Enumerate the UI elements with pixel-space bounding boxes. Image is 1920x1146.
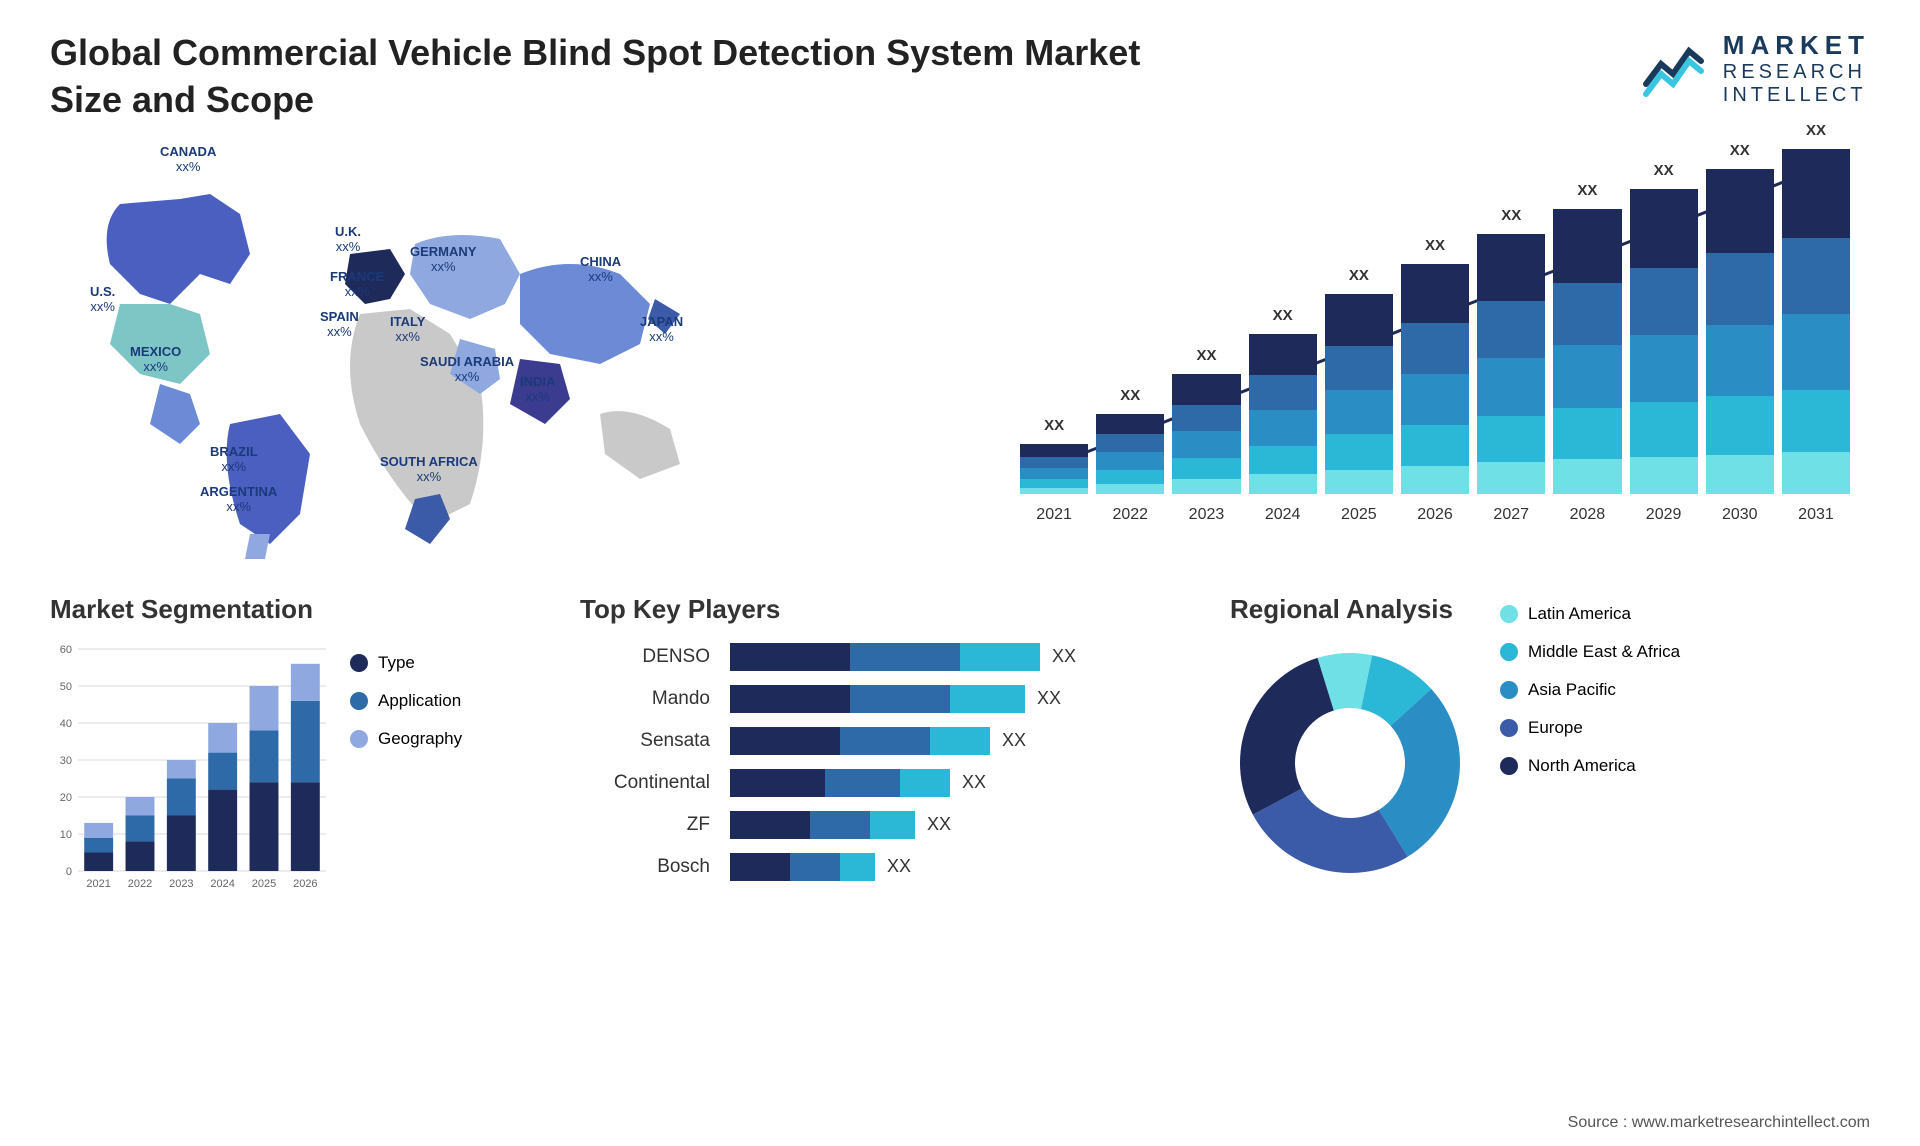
player-bar-continental: XX [730, 769, 1200, 797]
growth-bar-2026: XX2026 [1401, 237, 1469, 524]
svg-text:10: 10 [60, 829, 72, 841]
page-title: Global Commercial Vehicle Blind Spot Det… [50, 30, 1150, 124]
seg-legend-geography: Geography [350, 729, 462, 749]
seg-legend-type: Type [350, 653, 462, 673]
player-bar-mando: XX [730, 685, 1200, 713]
source-label: Source : www.marketresearchintellect.com [1568, 1114, 1870, 1132]
player-bar-zf: XX [730, 811, 1200, 839]
map-label-india: INDIAxx% [520, 374, 555, 405]
player-label-mando: Mando [580, 685, 710, 713]
world-map: CANADAxx% U.S.xx% MEXICOxx% BRAZILxx% ARGENT… [50, 144, 940, 564]
svg-text:2024: 2024 [210, 878, 234, 890]
logo-line2: RESEARCH [1723, 61, 1870, 84]
regional-legend: Latin America Middle East & Africa Asia Pa… [1500, 604, 1680, 898]
growth-bar-2023: XX2023 [1172, 347, 1240, 524]
map-label-japan: JAPANxx% [640, 314, 683, 345]
regional-legend-north-america: North America [1500, 756, 1680, 776]
map-label-argentina: ARGENTINAxx% [200, 484, 277, 515]
map-label-southafrica: SOUTH AFRICAxx% [380, 454, 478, 485]
logo-icon [1641, 39, 1711, 99]
growth-bar-2025: XX2025 [1325, 267, 1393, 524]
player-label-sensata: Sensata [580, 727, 710, 755]
map-label-saudiarabia: SAUDI ARABIAxx% [420, 354, 514, 385]
regional-legend-asia-pacific: Asia Pacific [1500, 680, 1680, 700]
svg-text:2021: 2021 [86, 878, 110, 890]
logo-line3: INTELLECT [1723, 84, 1870, 107]
map-label-france: FRANCExx% [330, 269, 384, 300]
player-bar-bosch: XX [730, 853, 1200, 881]
growth-bar-2024: XX2024 [1249, 307, 1317, 524]
map-label-germany: GERMANYxx% [410, 244, 476, 275]
svg-text:20: 20 [60, 792, 72, 804]
growth-bar-2029: XX2029 [1630, 162, 1698, 524]
regional-title: Regional Analysis [1230, 594, 1470, 625]
growth-bar-2031: XX2031 [1782, 122, 1850, 524]
segmentation-chart: 0 10 20 30 40 50 60 2021 2022 2023 2024 2025 2026 [50, 643, 330, 898]
segmentation-title: Market Segmentation [50, 594, 550, 625]
svg-text:2023: 2023 [169, 878, 193, 890]
regional-legend-europe: Europe [1500, 718, 1680, 738]
map-label-spain: SPAINxx% [320, 309, 359, 340]
player-bar-denso: XX [730, 643, 1200, 671]
growth-bar-2028: XX2028 [1553, 182, 1621, 524]
map-label-italy: ITALYxx% [390, 314, 425, 345]
svg-text:30: 30 [60, 755, 72, 767]
player-label-continental: Continental [580, 769, 710, 797]
svg-text:40: 40 [60, 718, 72, 730]
growth-bar-chart: XX2021XX2022XX2023XX2024XX2025XX2026XX20… [980, 144, 1870, 564]
players-chart: DENSO Mando Sensata Continental ZF Bosch XX XX… [580, 643, 1200, 881]
growth-bar-2021: XX2021 [1020, 417, 1088, 524]
player-bar-sensata: XX [730, 727, 1200, 755]
map-label-us: U.S.xx% [90, 284, 115, 315]
map-label-mexico: MEXICOxx% [130, 344, 181, 375]
map-label-brazil: BRAZILxx% [210, 444, 258, 475]
brand-logo: MARKET RESEARCH INTELLECT [1641, 30, 1870, 107]
segmentation-legend: Type Application Geography [350, 653, 462, 898]
seg-legend-application: Application [350, 691, 462, 711]
growth-bar-2022: XX2022 [1096, 387, 1164, 524]
player-label-denso: DENSO [580, 643, 710, 671]
svg-text:2022: 2022 [128, 878, 152, 890]
map-label-uk: U.K.xx% [335, 224, 361, 255]
regional-legend-latin-america: Latin America [1500, 604, 1680, 624]
svg-text:50: 50 [60, 681, 72, 693]
growth-bar-2027: XX2027 [1477, 207, 1545, 524]
svg-text:2025: 2025 [252, 878, 276, 890]
map-label-canada: CANADAxx% [160, 144, 216, 175]
map-label-china: CHINAxx% [580, 254, 621, 285]
regional-legend-middle-east---africa: Middle East & Africa [1500, 642, 1680, 662]
svg-text:2026: 2026 [293, 878, 317, 890]
players-title: Top Key Players [580, 594, 1200, 625]
player-label-bosch: Bosch [580, 853, 710, 881]
player-label-zf: ZF [580, 811, 710, 839]
growth-bar-2030: XX2030 [1706, 142, 1774, 524]
svg-text:60: 60 [60, 644, 72, 656]
regional-donut [1230, 643, 1470, 888]
svg-text:0: 0 [66, 866, 72, 878]
logo-line1: MARKET [1723, 30, 1870, 61]
